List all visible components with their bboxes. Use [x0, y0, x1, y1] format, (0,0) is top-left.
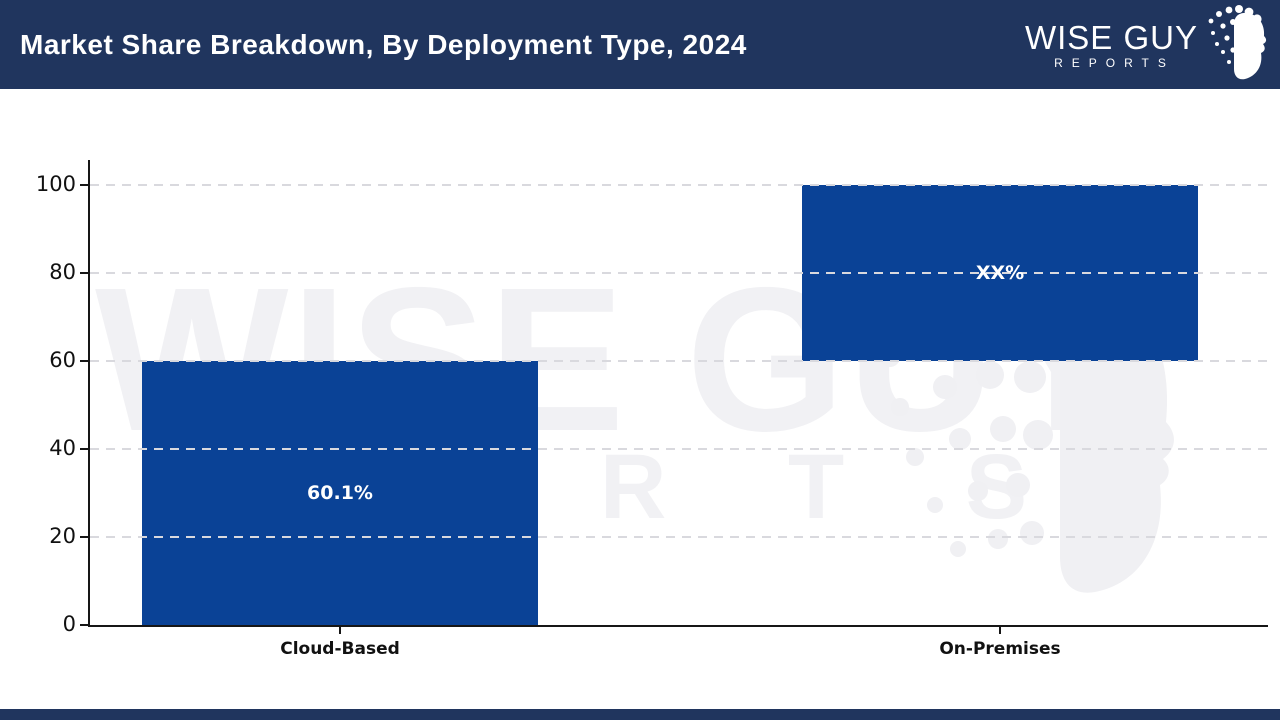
watermark-letters: R T S	[600, 436, 1076, 538]
y-tick-label-20: 20	[49, 524, 76, 548]
footer-bar	[0, 709, 1280, 720]
y-tick-80	[80, 272, 88, 274]
wiseguy-face-icon	[1202, 5, 1268, 85]
watermark-face-icon	[860, 287, 1180, 597]
gridline-80	[90, 272, 1268, 274]
y-tick-label-80: 80	[49, 260, 76, 284]
brand-logo: WISE GUY REPORTS	[1025, 5, 1268, 85]
x-tick-cloud-based	[339, 627, 341, 634]
y-tick-label-60: 60	[49, 348, 76, 372]
x-tick-on-premises	[999, 627, 1001, 634]
y-axis-line	[88, 160, 90, 627]
y-tick-20	[80, 536, 88, 538]
header-bar: Market Share Breakdown, By Deployment Ty…	[0, 0, 1280, 89]
bar-cloud-based	[142, 360, 538, 625]
bar-label-cloud-based: 60.1%	[307, 481, 373, 504]
y-tick-label-40: 40	[49, 436, 76, 460]
gridline-60	[90, 360, 1268, 362]
y-tick-label-100: 100	[35, 172, 76, 196]
gridline-20	[90, 536, 1268, 538]
y-tick-40	[80, 448, 88, 450]
x-tick-label-on-premises: On-Premises	[939, 639, 1061, 659]
chart-area: WISE GUY R T S 0 20 40 60 80 100 60.1% Cloud-Ba…	[0, 89, 1280, 709]
x-axis-line	[88, 625, 1268, 627]
gridline-40	[90, 448, 1268, 450]
y-tick-100	[80, 184, 88, 186]
page-title: Market Share Breakdown, By Deployment Ty…	[20, 28, 747, 60]
x-tick-label-cloud-based: Cloud-Based	[280, 639, 400, 659]
bar-label-on-premises: XX%	[975, 262, 1025, 284]
y-tick-0	[80, 624, 88, 626]
gridline-100	[90, 184, 1268, 186]
brand-name: WISE GUY	[1024, 19, 1198, 56]
brand-subtitle: REPORTS	[1054, 56, 1175, 70]
y-tick-label-0: 0	[62, 612, 76, 636]
brand-logo-text: WISE GUY REPORTS	[1025, 21, 1198, 69]
y-tick-60	[80, 360, 88, 362]
